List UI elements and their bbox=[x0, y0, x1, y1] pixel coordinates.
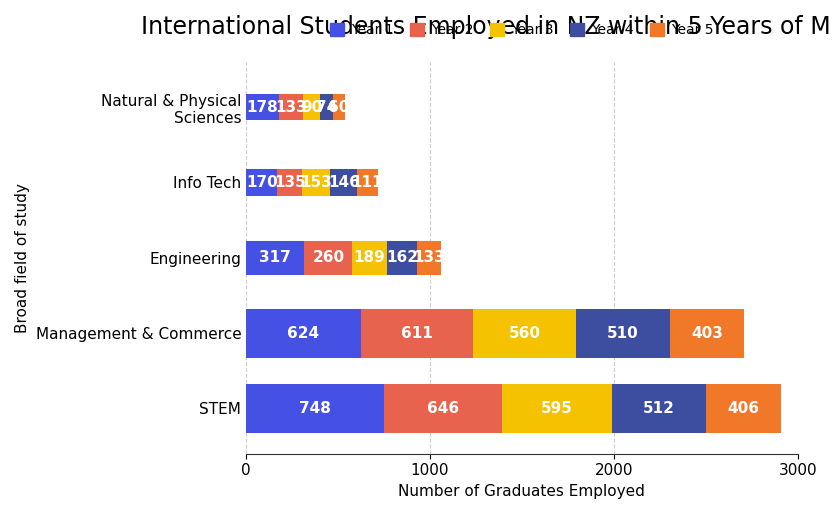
Text: 646: 646 bbox=[427, 401, 459, 416]
Text: 317: 317 bbox=[260, 250, 291, 265]
Bar bbox=[330, 169, 357, 195]
Bar bbox=[246, 308, 361, 358]
Text: 146: 146 bbox=[328, 175, 359, 190]
Bar bbox=[352, 241, 387, 274]
Text: 403: 403 bbox=[691, 326, 723, 341]
Legend: Year 1, Year 2, Year 3, Year 4, Year 5: Year 1, Year 2, Year 3, Year 4, Year 5 bbox=[324, 18, 719, 43]
Bar bbox=[302, 169, 330, 195]
X-axis label: Number of Graduates Employed: Number of Graduates Employed bbox=[399, 484, 646, 499]
Y-axis label: Broad field of study: Broad field of study bbox=[15, 183, 30, 333]
Bar bbox=[279, 94, 304, 120]
Text: 111: 111 bbox=[352, 175, 384, 190]
Bar bbox=[576, 308, 670, 358]
Text: 748: 748 bbox=[299, 401, 331, 416]
Bar bbox=[319, 94, 334, 120]
Bar bbox=[473, 308, 576, 358]
Bar bbox=[670, 308, 744, 358]
Text: 133: 133 bbox=[414, 250, 445, 265]
Bar bbox=[246, 241, 305, 274]
Bar bbox=[417, 241, 441, 274]
Text: 560: 560 bbox=[508, 326, 541, 341]
Bar bbox=[304, 94, 319, 120]
Text: 162: 162 bbox=[386, 250, 418, 265]
Text: 170: 170 bbox=[246, 175, 278, 190]
Bar bbox=[612, 384, 706, 433]
Bar bbox=[246, 384, 384, 433]
Bar bbox=[277, 169, 302, 195]
Text: 178: 178 bbox=[246, 100, 279, 115]
Bar bbox=[305, 241, 352, 274]
Text: 510: 510 bbox=[607, 326, 639, 341]
Text: 512: 512 bbox=[643, 401, 675, 416]
Text: 595: 595 bbox=[541, 401, 573, 416]
Text: 153: 153 bbox=[300, 175, 332, 190]
Text: 189: 189 bbox=[354, 250, 385, 265]
Text: 133: 133 bbox=[275, 100, 307, 115]
Text: 260: 260 bbox=[312, 250, 344, 265]
Bar bbox=[334, 94, 344, 120]
Bar bbox=[503, 384, 612, 433]
Text: 135: 135 bbox=[274, 175, 305, 190]
Title: International Students Employed in NZ within 5 Years of Masters: International Students Employed in NZ wi… bbox=[141, 15, 832, 39]
Text: 624: 624 bbox=[288, 326, 319, 341]
Text: 60: 60 bbox=[329, 100, 349, 115]
Bar bbox=[706, 384, 780, 433]
Text: 406: 406 bbox=[727, 401, 760, 416]
Bar bbox=[246, 169, 277, 195]
Text: 90: 90 bbox=[301, 100, 322, 115]
Bar bbox=[361, 308, 473, 358]
Bar bbox=[384, 384, 503, 433]
Bar bbox=[387, 241, 417, 274]
Text: 611: 611 bbox=[401, 326, 433, 341]
Text: 74: 74 bbox=[316, 100, 337, 115]
Bar bbox=[246, 94, 279, 120]
Bar bbox=[357, 169, 378, 195]
